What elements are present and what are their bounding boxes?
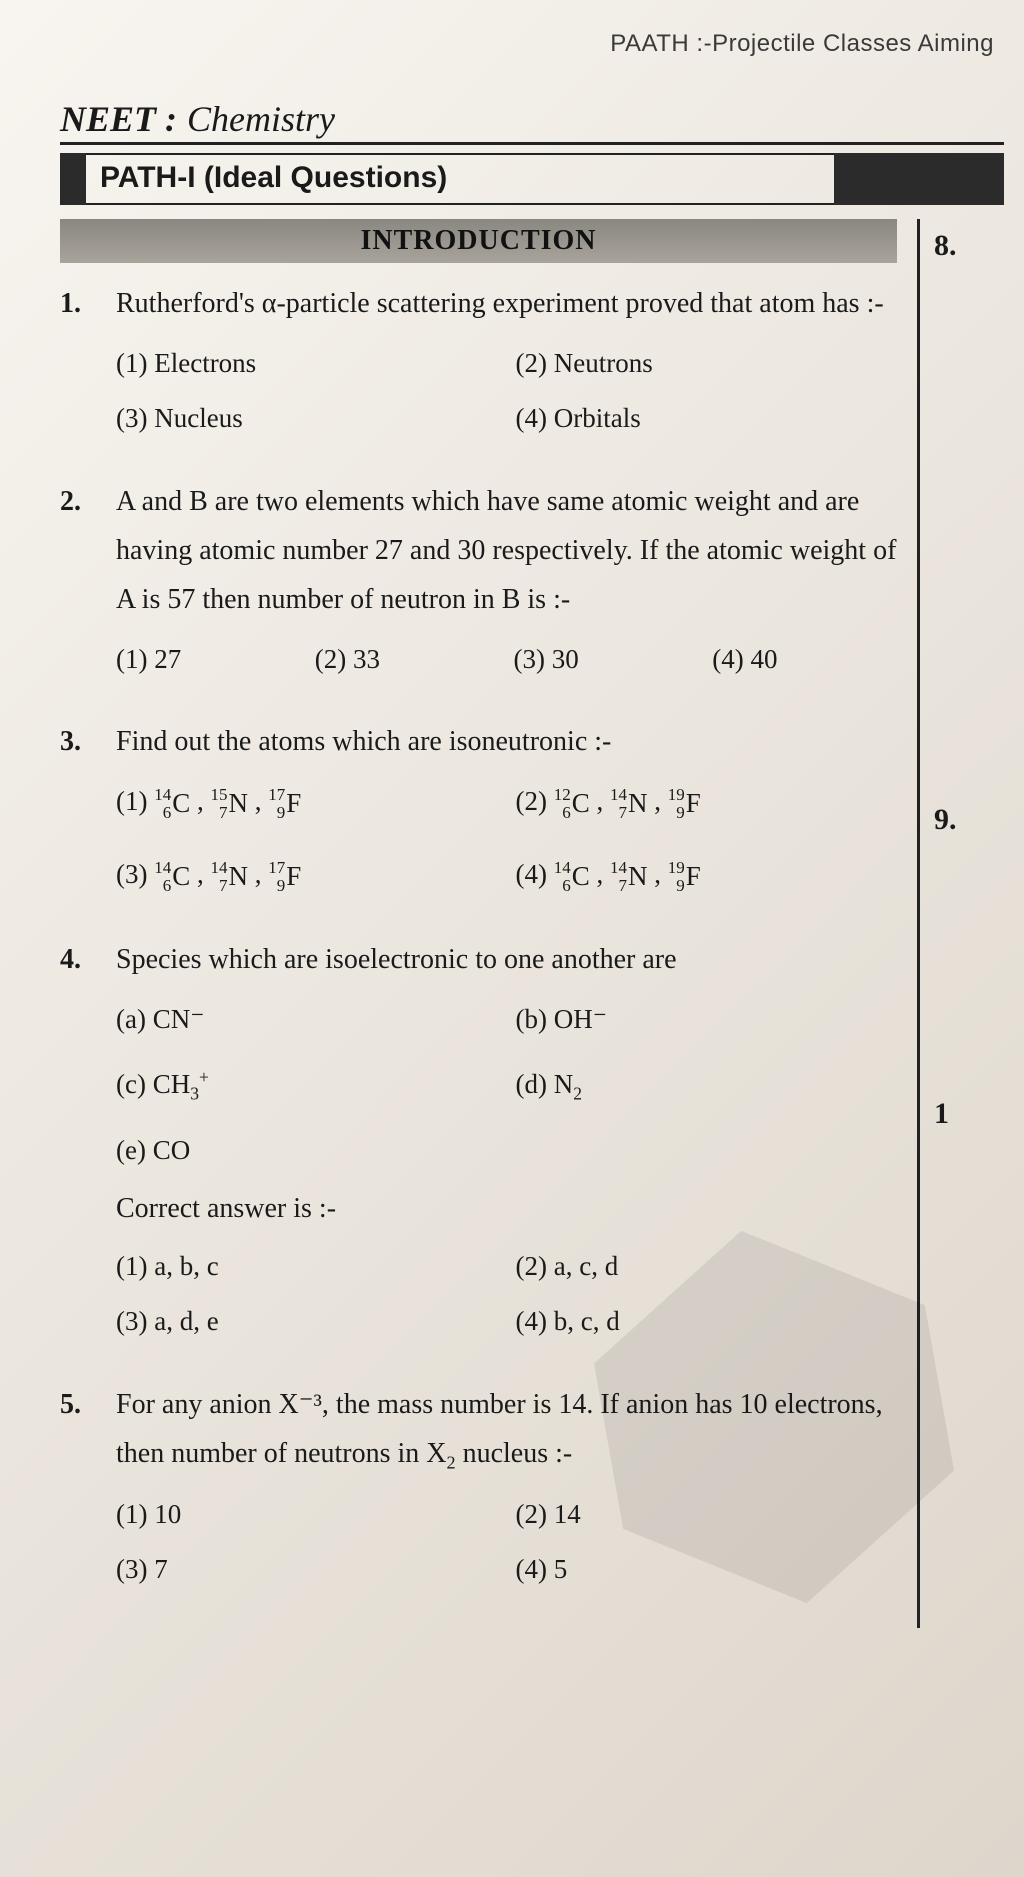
option: (4) 5 — [516, 1546, 898, 1593]
exam-label: NEET : — [60, 99, 177, 139]
subscript: 2 — [447, 1452, 456, 1472]
question-body: Species which are isoelectronic to one a… — [116, 935, 897, 1346]
species-label: (d) N — [516, 1069, 574, 1099]
page: PAATH :-Projectile Classes Aiming NEET :… — [0, 0, 1024, 1877]
question-3: 3. Find out the atoms which are isoneutr… — [60, 717, 897, 901]
answer-label: Correct answer is :- — [116, 1184, 897, 1233]
species-label: (c) CH — [116, 1069, 190, 1099]
exam-row: NEET : Chemistry — [60, 98, 1004, 145]
option: (2) a, c, d — [516, 1243, 898, 1290]
left-column: INTRODUCTION 1. Rutherford's α-particle … — [60, 219, 911, 1628]
question-text: Find out the atoms which are isoneutroni… — [116, 717, 897, 766]
question-4: 4. Species which are isoelectronic to on… — [60, 935, 897, 1346]
option: (2) 126C , 147N , 199F — [516, 778, 898, 827]
right-column: 8. 9. 1 — [934, 219, 1004, 1628]
question-body: A and B are two elements which have same… — [116, 477, 897, 683]
options-grid: (1) Electrons (2) Neutrons (3) Nucleus (… — [116, 340, 897, 443]
option: (3) 146C , 147N , 179F — [116, 851, 498, 900]
column-divider — [917, 219, 920, 1628]
subscript: 2 — [573, 1083, 582, 1103]
question-text: Species which are isoelectronic to one a… — [116, 935, 897, 984]
question-number: 3. — [60, 717, 116, 901]
species-grid: (a) CN⁻ (b) OH⁻ (c) CH3+ (d) N2 (e) CO — [116, 996, 897, 1175]
path-title: PATH-I (Ideal Questions) — [86, 153, 834, 205]
superscript: + — [199, 1067, 209, 1087]
option: (3) 30 — [514, 636, 699, 683]
options-grid: (1) a, b, c (2) a, c, d (3) a, d, e (4) … — [116, 1243, 897, 1346]
content-row: INTRODUCTION 1. Rutherford's α-particle … — [60, 219, 1004, 1628]
question-5: 5. For any anion X⁻³, the mass number is… — [60, 1380, 897, 1594]
species-option: (e) CO — [116, 1127, 498, 1174]
option: (2) 33 — [315, 636, 500, 683]
margin-number: 8. — [934, 229, 1004, 263]
option: (1) 10 — [116, 1491, 498, 1538]
option: (4) 146C , 147N , 199F — [516, 851, 898, 900]
margin-number: 9. — [934, 803, 1004, 837]
option: (4) 40 — [712, 636, 897, 683]
margin-number: 1 — [934, 1097, 1004, 1131]
option: (1) 27 — [116, 636, 301, 683]
path-bar: PATH-I (Ideal Questions) — [60, 153, 1004, 205]
option: (2) 14 — [516, 1491, 898, 1538]
option: (4) Orbitals — [516, 395, 898, 442]
options-grid: (1) 146C , 157N , 179F (2) 126C , 147N , … — [116, 778, 897, 901]
text-fragment: nucleus :- — [456, 1438, 573, 1469]
question-number: 2. — [60, 477, 116, 683]
subscript: 3 — [190, 1083, 199, 1103]
option: (4) b, c, d — [516, 1298, 898, 1345]
question-number: 5. — [60, 1380, 116, 1594]
question-2: 2. A and B are two elements which have s… — [60, 477, 897, 683]
option: (3) 7 — [116, 1546, 498, 1593]
question-text: A and B are two elements which have same… — [116, 477, 897, 624]
option: (1) Electrons — [116, 340, 498, 387]
question-body: Rutherford's α-particle scattering exper… — [116, 279, 897, 443]
question-body: For any anion X⁻³, the mass number is 14… — [116, 1380, 897, 1594]
question-body: Find out the atoms which are isoneutroni… — [116, 717, 897, 901]
species-option: (b) OH⁻ — [516, 996, 898, 1043]
exam-subject: Chemistry — [187, 99, 335, 139]
question-number: 4. — [60, 935, 116, 1346]
option: (1) a, b, c — [116, 1243, 498, 1290]
species-option: (d) N2 — [516, 1061, 898, 1109]
section-title: INTRODUCTION — [60, 219, 897, 263]
question-text: For any anion X⁻³, the mass number is 14… — [116, 1380, 897, 1479]
path-tab-right — [834, 153, 1004, 205]
option: (3) a, d, e — [116, 1298, 498, 1345]
question-number: 1. — [60, 279, 116, 443]
options-grid: (1) 10 (2) 14 (3) 7 (4) 5 — [116, 1491, 897, 1594]
option: (3) Nucleus — [116, 395, 498, 442]
question-1: 1. Rutherford's α-particle scattering ex… — [60, 279, 897, 443]
species-option: (c) CH3+ — [116, 1061, 498, 1109]
option: (1) 146C , 157N , 179F — [116, 778, 498, 827]
brand-header: PAATH :-Projectile Classes Aiming — [60, 30, 1004, 58]
path-tab-left — [60, 153, 86, 205]
question-text: Rutherford's α-particle scattering exper… — [116, 279, 897, 328]
options-grid: (1) 27 (2) 33 (3) 30 (4) 40 — [116, 636, 897, 683]
species-option: (a) CN⁻ — [116, 996, 498, 1043]
option: (2) Neutrons — [516, 340, 898, 387]
